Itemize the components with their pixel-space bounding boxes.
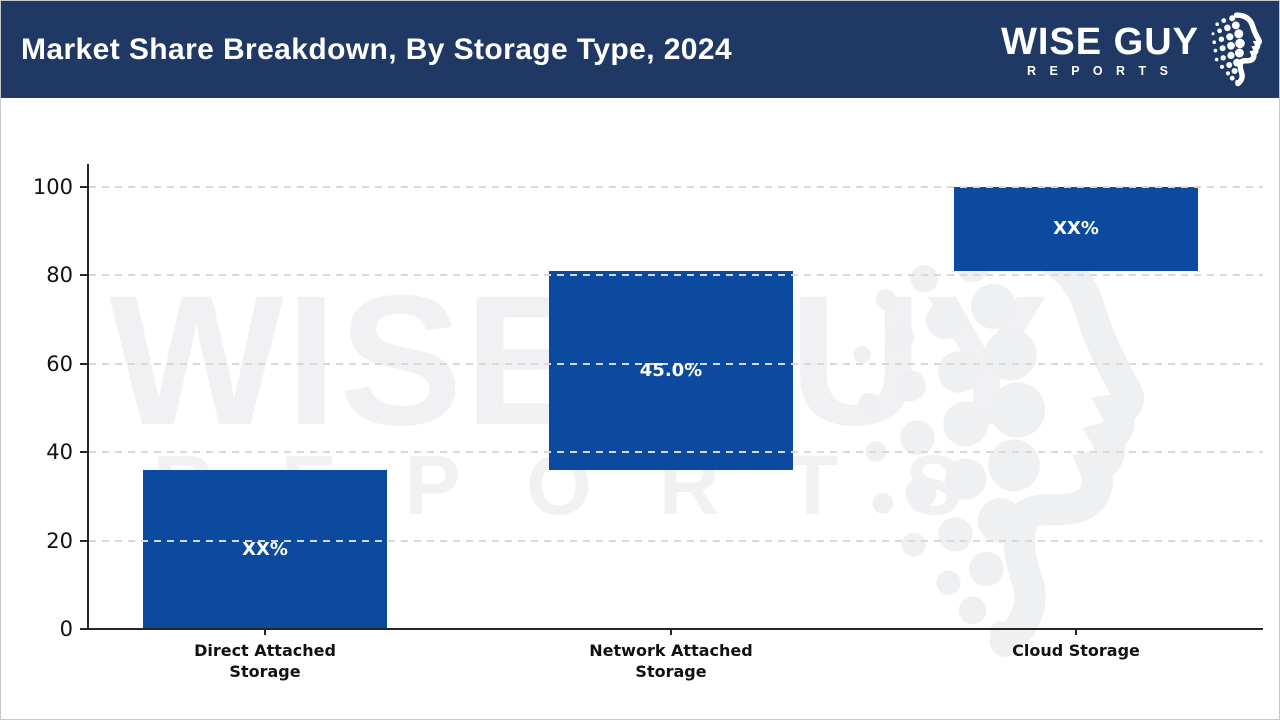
gridline — [89, 451, 1263, 454]
x-axis-line — [86, 627, 1263, 630]
x-axis-tick — [264, 629, 266, 635]
gridline — [89, 274, 1263, 277]
y-tick-label: 20 — [46, 528, 73, 553]
y-axis-tick — [80, 451, 89, 454]
header-bar: Market Share Breakdown, By Storage Type,… — [1, 1, 1280, 98]
logo-wordmark: WISE GUY — [1000, 20, 1199, 63]
x-axis-tick — [1075, 629, 1077, 635]
y-axis-tick — [80, 539, 89, 542]
bar-value-label: 45.0% — [639, 359, 703, 381]
y-tick-label: 100 — [32, 175, 73, 199]
bar-value-label: XX% — [242, 538, 288, 560]
y-tick-label: 0 — [59, 617, 73, 641]
logo-subtext: R E P O R T S — [1026, 63, 1173, 78]
y-tick-label: 80 — [46, 263, 73, 288]
page-title: Market Share Breakdown, By Storage Type,… — [21, 32, 733, 66]
y-tick-label: 40 — [46, 440, 73, 465]
bar-value-label: XX% — [1053, 218, 1099, 240]
bar — [143, 469, 387, 629]
gridline — [89, 362, 1263, 365]
bar — [954, 187, 1198, 271]
logo-text: WISE GUY R E P O R T S — [1001, 22, 1199, 78]
y-axis-tick — [80, 628, 89, 630]
y-axis-tick — [80, 186, 89, 188]
x-axis-tick — [670, 629, 672, 635]
gridline — [89, 539, 1263, 542]
gridline — [89, 186, 1263, 188]
y-axis-tick — [80, 274, 89, 277]
watermark-head-icon — [793, 223, 1173, 673]
x-category-label: Direct Attached Storage — [194, 641, 336, 681]
y-axis-line — [86, 164, 89, 630]
x-category-label: Network Attached Storage — [589, 641, 753, 681]
x-category-label: Cloud Storage — [1012, 641, 1140, 660]
y-tick-label: 60 — [46, 351, 73, 376]
wiseguy-logo: WISE GUY R E P O R T S — [1001, 11, 1280, 89]
bar — [549, 270, 793, 470]
wiseguy-head-icon — [1201, 11, 1267, 89]
y-axis-tick — [80, 362, 89, 365]
